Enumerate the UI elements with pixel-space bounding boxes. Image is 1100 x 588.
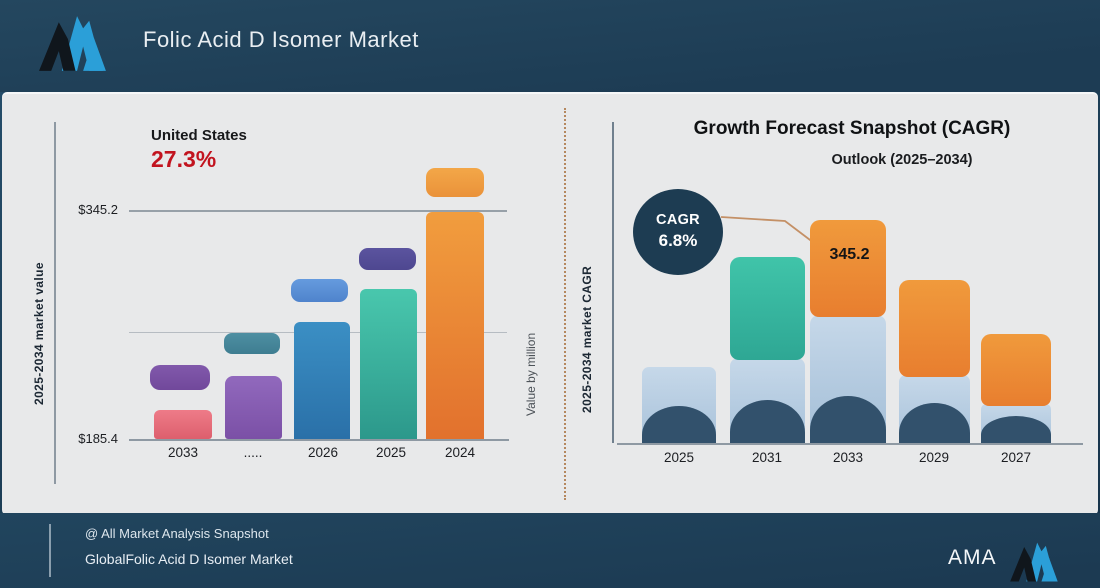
highlight-percentage: 27.3% [151,146,217,172]
footer-snapshot-text: @ All Market Analysis Snapshot [85,526,269,541]
ama-footer-logo-icon [1010,542,1058,582]
bar-segment-r2031-top [730,257,805,360]
cagr-badge-label: CAGR [656,211,700,228]
bar-segment-2025-main [360,289,417,439]
right-x-label-2027: 2027 [1000,450,1032,465]
bar-segment-r2033-top [810,220,886,317]
footer-brand-text: AMA [948,546,997,569]
bar-segment-dots-cap [224,333,280,354]
bar-segment-2033-main [154,410,212,439]
bar-segment-2025-cap [359,248,416,270]
left-y-axis-line [54,122,56,484]
left-y-axis-label: 2025-2034 market value [32,262,46,406]
header-bar: Folic Acid D Isomer Market [0,0,1100,92]
left-x-label-dots: ..... [243,445,263,460]
left-gridline-top [129,210,507,212]
bar-segment-2024-cap [426,168,484,197]
footer-divider-line [49,524,51,577]
bar-segment-r2027-dome [981,416,1051,443]
cagr-badge: CAGR 6.8% [633,189,723,275]
ama-logo-icon [39,16,106,71]
footer-bar: @ All Market Analysis Snapshot GlobalFol… [0,513,1100,588]
right-x-label-2031: 2031 [751,450,783,465]
bar-segment-2026-cap [291,279,348,302]
right-y-axis-label: 2025-2034 market CAGR [580,265,594,413]
right-y-axis-line [612,122,614,443]
value-unit-note: Value by million [524,332,538,416]
callout-value: 345.2 [829,246,870,263]
left-x-label-2033: 2033 [167,445,199,460]
right-x-label-2029: 2029 [918,450,950,465]
left-x-label-2024: 2024 [444,445,476,460]
left-x-axis-line [129,439,509,441]
bar-segment-2026-main [294,322,350,439]
bar-segment-r2029-top [899,280,970,377]
bar-segment-r2027-top [981,334,1051,406]
cagr-badge-value: 6.8% [658,231,698,251]
left-x-label-2026: 2026 [307,445,339,460]
bar-segment-r2029-dome [899,403,970,443]
bar-segment-2024-main [426,212,484,439]
bar-segment-2033-cap [150,365,210,390]
content-card: 2025-2034 market value $345.2 $185.4 Uni… [2,92,1098,515]
footer-market-text: GlobalFolic Acid D Isomer Market [85,551,293,567]
right-x-label-2025: 2025 [663,450,695,465]
bar-segment-r2033-dome [810,396,886,443]
page-title: Folic Acid D Isomer Market [143,27,419,52]
right-x-axis-line [617,443,1083,445]
left-y-tick-bottom: $185.4 [78,431,118,446]
bar-segment-dots-main [225,376,282,439]
panel-divider [564,108,566,500]
right-chart-subtitle: Outlook (2025–2034) [831,152,973,168]
right-chart-title: Growth Forecast Snapshot (CAGR) [693,118,1011,139]
left-x-label-2025: 2025 [375,445,407,460]
region-label: United States [151,127,247,144]
left-y-tick-top: $345.2 [78,202,118,217]
right-x-label-2033: 2033 [832,450,864,465]
